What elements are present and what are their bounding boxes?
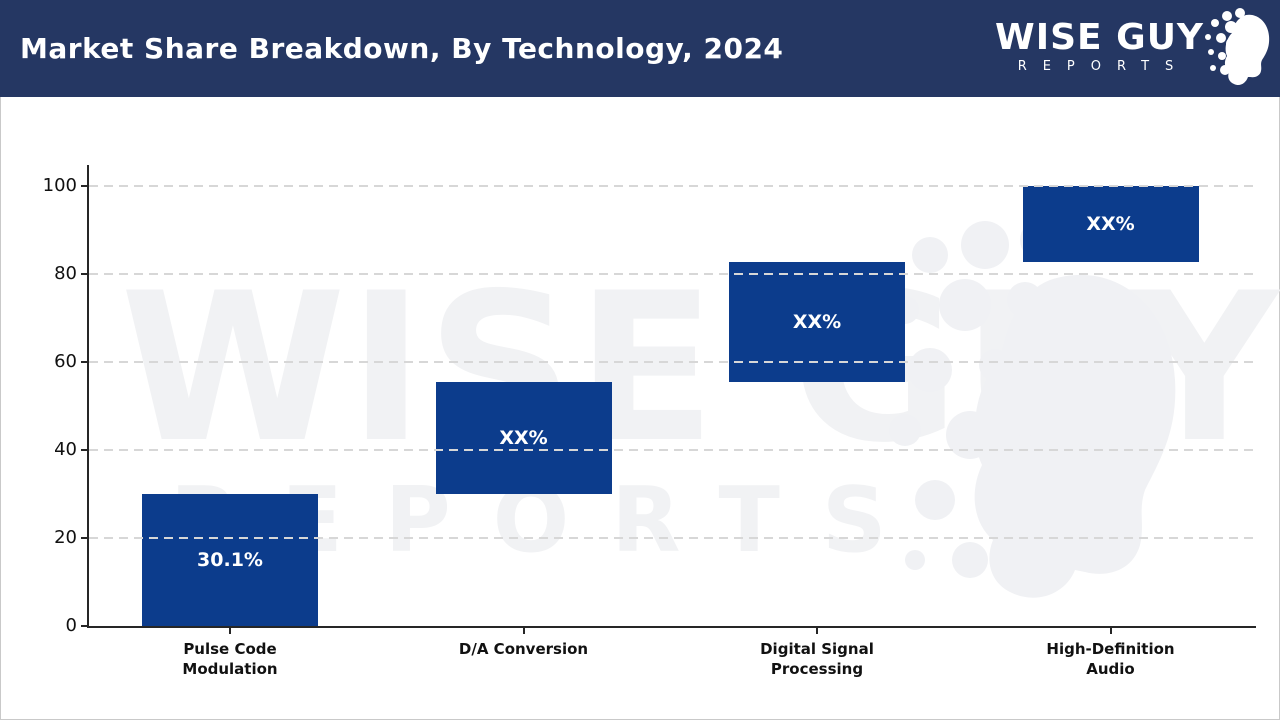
logo-wordmark: WISE GUY (994, 17, 1204, 58)
x-axis-tick (522, 628, 525, 634)
logo-head-icon (1205, 8, 1270, 86)
bar-value-label: XX% (499, 426, 548, 449)
report-header: Market Share Breakdown, By Technology, 2… (0, 0, 1280, 97)
gridline (89, 185, 1256, 187)
bar-value-label: XX% (792, 311, 842, 334)
gridline (89, 537, 1256, 539)
bar-value-label: 30.1% (197, 548, 263, 571)
y-axis-tick-label: 100 (42, 175, 77, 196)
x-axis-tick (1109, 628, 1112, 634)
y-axis-tick (81, 361, 87, 363)
y-axis-tick (81, 273, 87, 275)
logo-subtitle: REPORTS (1017, 59, 1190, 74)
y-axis-tick-label: 40 (54, 439, 77, 460)
x-axis-category-label: Digital Signal Processing (760, 640, 874, 678)
logo-text: WISE GUY REPORTS (994, 17, 1204, 75)
y-axis-tick (81, 537, 87, 539)
gridline (89, 273, 1256, 275)
y-axis-tick-label: 80 (54, 263, 77, 284)
y-axis-tick (81, 449, 87, 451)
x-axis-spine (87, 626, 1256, 628)
y-axis-tick-label: 60 (54, 351, 77, 372)
y-axis-tick (81, 185, 87, 187)
x-axis-category-label: D/A Conversion (458, 640, 589, 658)
y-axis-tick (81, 625, 87, 627)
y-axis-spine (87, 165, 89, 628)
y-axis-tick-label: 20 (54, 527, 77, 548)
bar-value-label: XX% (1086, 213, 1135, 236)
gridline (89, 361, 1256, 363)
chart-title: Market Share Breakdown, By Technology, 2… (20, 32, 784, 65)
x-axis-category-label: Pulse Code Modulation (182, 640, 278, 678)
bar (435, 382, 612, 494)
bar (1022, 186, 1199, 263)
bar (142, 493, 318, 626)
x-axis-tick (816, 628, 818, 634)
y-axis-tick-label: 0 (65, 615, 77, 636)
x-axis-tick (229, 628, 231, 634)
x-axis-category-label: High-Definition Audio (1046, 640, 1175, 678)
watermark-face-icon (889, 220, 1176, 598)
wiseguy-logo: WISE GUY REPORTS (995, 5, 1272, 93)
gridline (89, 449, 1256, 451)
